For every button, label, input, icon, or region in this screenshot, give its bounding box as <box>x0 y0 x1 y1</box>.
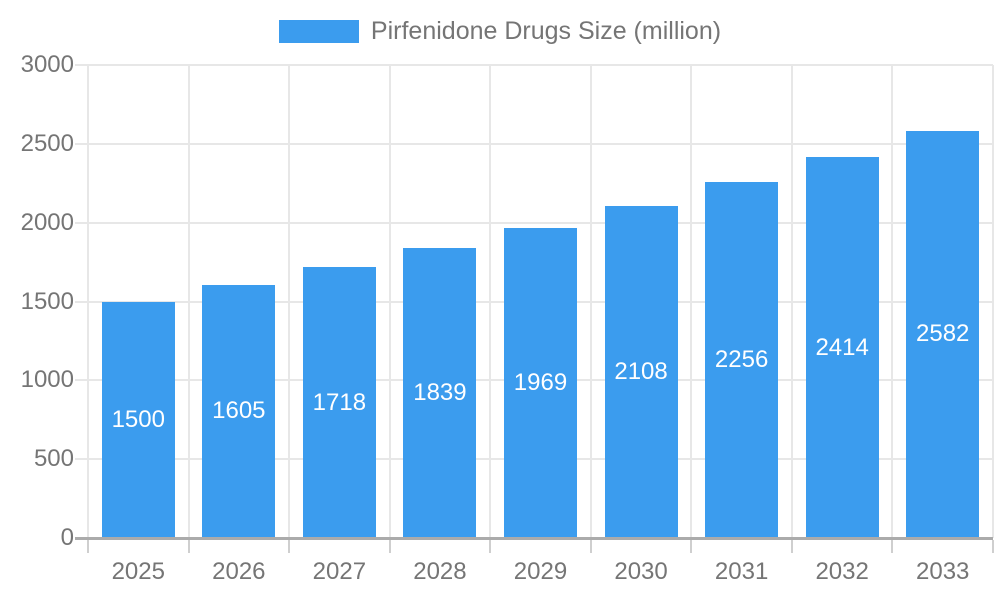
x-tick-label: 2031 <box>714 558 769 585</box>
x-tick-label: 2025 <box>111 558 165 585</box>
v-gridline <box>87 65 89 538</box>
legend-swatch <box>278 20 359 43</box>
h-gridline <box>88 64 993 66</box>
x-axis-tick <box>992 540 994 553</box>
x-tick-label: 2029 <box>513 558 568 585</box>
v-gridline <box>690 65 693 538</box>
legend: Pirfenidone Drugs Size (million) <box>0 19 1000 44</box>
bar-value-label: 1969 <box>513 368 568 396</box>
bar-value-label: 1605 <box>212 397 266 425</box>
y-tick-label: 2000 <box>20 208 74 236</box>
bar-2030: 2108 <box>604 205 678 538</box>
bar-2029: 1969 <box>504 227 577 538</box>
bar-value-label: 2582 <box>916 320 970 348</box>
bar-2033: 2582 <box>906 130 980 538</box>
bar-2032: 2414 <box>805 157 879 538</box>
y-tick-label: 1000 <box>20 366 74 394</box>
x-axis-tick <box>891 540 894 553</box>
plot-area: 1500 1605 1718 1839 1969 2108 2256 2414 2582 <box>87 64 994 538</box>
x-axis-baseline <box>75 536 993 540</box>
y-axis-tick <box>75 142 88 145</box>
x-axis-tick <box>388 540 391 553</box>
x-tick-label: 2032 <box>815 558 869 585</box>
bar-value-label: 1500 <box>111 405 165 433</box>
v-gridline <box>388 65 391 538</box>
x-axis-tick <box>489 540 492 553</box>
x-axis-tick <box>87 540 89 553</box>
y-tick-label: 1500 <box>20 287 74 315</box>
v-gridline <box>288 65 291 538</box>
x-axis-tick <box>690 540 693 553</box>
v-gridline <box>589 65 592 538</box>
x-tick-label: 2026 <box>212 558 266 585</box>
h-gridline <box>88 142 993 145</box>
bar-value-label: 1839 <box>413 379 467 407</box>
bar-2025: 1500 <box>101 301 175 538</box>
h-gridline <box>88 221 993 224</box>
v-gridline <box>187 65 190 538</box>
y-axis-tick <box>75 458 88 461</box>
bar-2026: 1605 <box>202 284 276 538</box>
x-tick-label: 2028 <box>413 558 467 585</box>
bar-value-label: 1718 <box>312 388 367 416</box>
v-gridline <box>992 65 994 538</box>
x-tick-label: 2027 <box>312 558 367 585</box>
y-tick-label: 3000 <box>20 51 74 78</box>
x-axis-tick <box>790 540 793 553</box>
bar-value-label: 2108 <box>614 357 668 385</box>
y-axis-tick <box>75 300 88 303</box>
bar-value-label: 2414 <box>815 333 869 361</box>
y-tick-label: 500 <box>33 445 74 473</box>
bar-2031: 2256 <box>705 182 779 538</box>
v-gridline <box>489 65 492 538</box>
bar-2028: 1839 <box>403 248 477 538</box>
y-axis-tick <box>75 379 88 382</box>
y-axis-tick <box>75 64 88 66</box>
x-axis-tick <box>187 540 190 553</box>
v-gridline <box>891 65 894 538</box>
x-axis-tick <box>589 540 592 553</box>
bar-2027: 1718 <box>302 267 376 538</box>
bar-value-label: 2256 <box>714 346 769 374</box>
x-tick-label: 2033 <box>916 558 970 585</box>
y-tick-label: 0 <box>60 524 74 551</box>
x-axis-tick <box>288 540 291 553</box>
x-tick-label: 2030 <box>614 558 668 585</box>
legend-label: Pirfenidone Drugs Size (million) <box>370 17 722 45</box>
v-gridline <box>790 65 793 538</box>
y-axis-tick <box>75 221 88 224</box>
y-tick-label: 2500 <box>20 129 74 157</box>
